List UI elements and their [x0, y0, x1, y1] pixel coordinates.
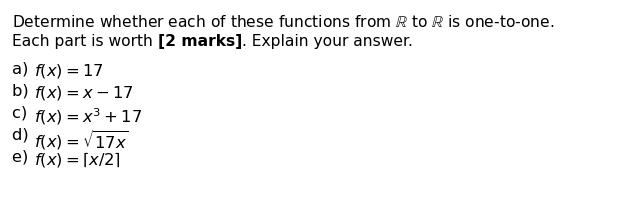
Text: $f(x) = x - 17$: $f(x) = x - 17$ [34, 84, 134, 102]
Text: a): a) [12, 62, 34, 77]
Text: $f(x) = \sqrt{17x}$: $f(x) = \sqrt{17x}$ [34, 128, 129, 152]
Text: $f(x) = \lceil x/2 \rceil$: $f(x) = \lceil x/2 \rceil$ [34, 150, 120, 169]
Text: $f(x) = 17$: $f(x) = 17$ [34, 62, 104, 80]
Text: [2 marks]: [2 marks] [158, 34, 242, 49]
Text: c): c) [12, 106, 32, 121]
Text: . Explain your answer.: . Explain your answer. [242, 34, 413, 49]
Text: $f(x) = x^3 + 17$: $f(x) = x^3 + 17$ [34, 106, 142, 127]
Text: Determine whether each of these functions from $\mathbb{R}$ to $\mathbb{R}$ is o: Determine whether each of these function… [12, 14, 554, 30]
Text: e): e) [12, 150, 34, 165]
Text: Each part is worth: Each part is worth [12, 34, 158, 49]
Text: b): b) [12, 84, 34, 99]
Text: d): d) [12, 128, 34, 143]
